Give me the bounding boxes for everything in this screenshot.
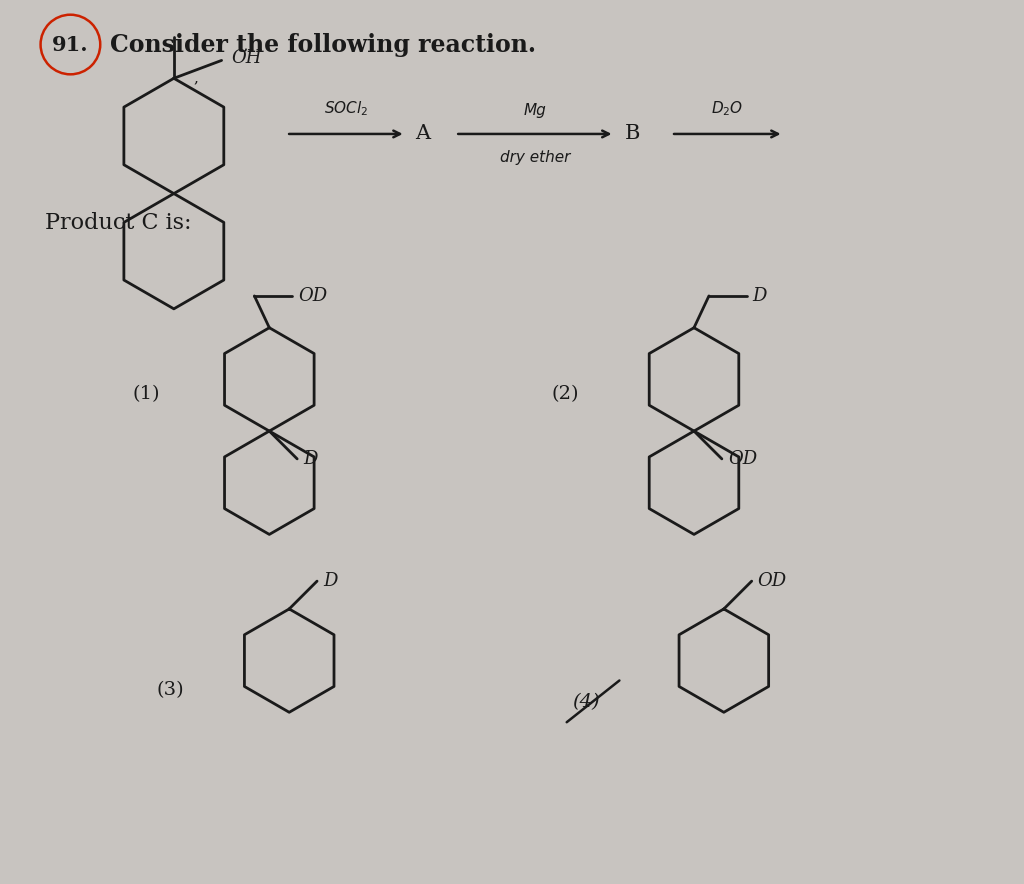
Text: OH: OH — [231, 50, 262, 67]
Text: D: D — [323, 572, 337, 591]
Text: OD: OD — [758, 572, 786, 591]
Text: (4): (4) — [571, 693, 599, 712]
Text: D: D — [753, 287, 767, 305]
Text: (1): (1) — [132, 385, 160, 403]
Text: B: B — [625, 125, 640, 143]
Text: OD: OD — [728, 450, 757, 468]
Text: (2): (2) — [552, 385, 580, 403]
Text: Mg: Mg — [523, 103, 546, 118]
Text: (3): (3) — [157, 682, 184, 699]
Text: 91.: 91. — [52, 34, 89, 55]
Text: Consider the following reaction.: Consider the following reaction. — [111, 33, 537, 57]
Text: $SOCl_2$: $SOCl_2$ — [324, 99, 368, 118]
Text: dry ether: dry ether — [500, 150, 570, 164]
Text: Product C is:: Product C is: — [45, 212, 191, 234]
Text: A: A — [416, 125, 431, 143]
Text: ,: , — [194, 72, 199, 85]
Text: $D_2O$: $D_2O$ — [711, 99, 743, 118]
Text: D: D — [303, 450, 317, 468]
Text: OD: OD — [298, 287, 328, 305]
